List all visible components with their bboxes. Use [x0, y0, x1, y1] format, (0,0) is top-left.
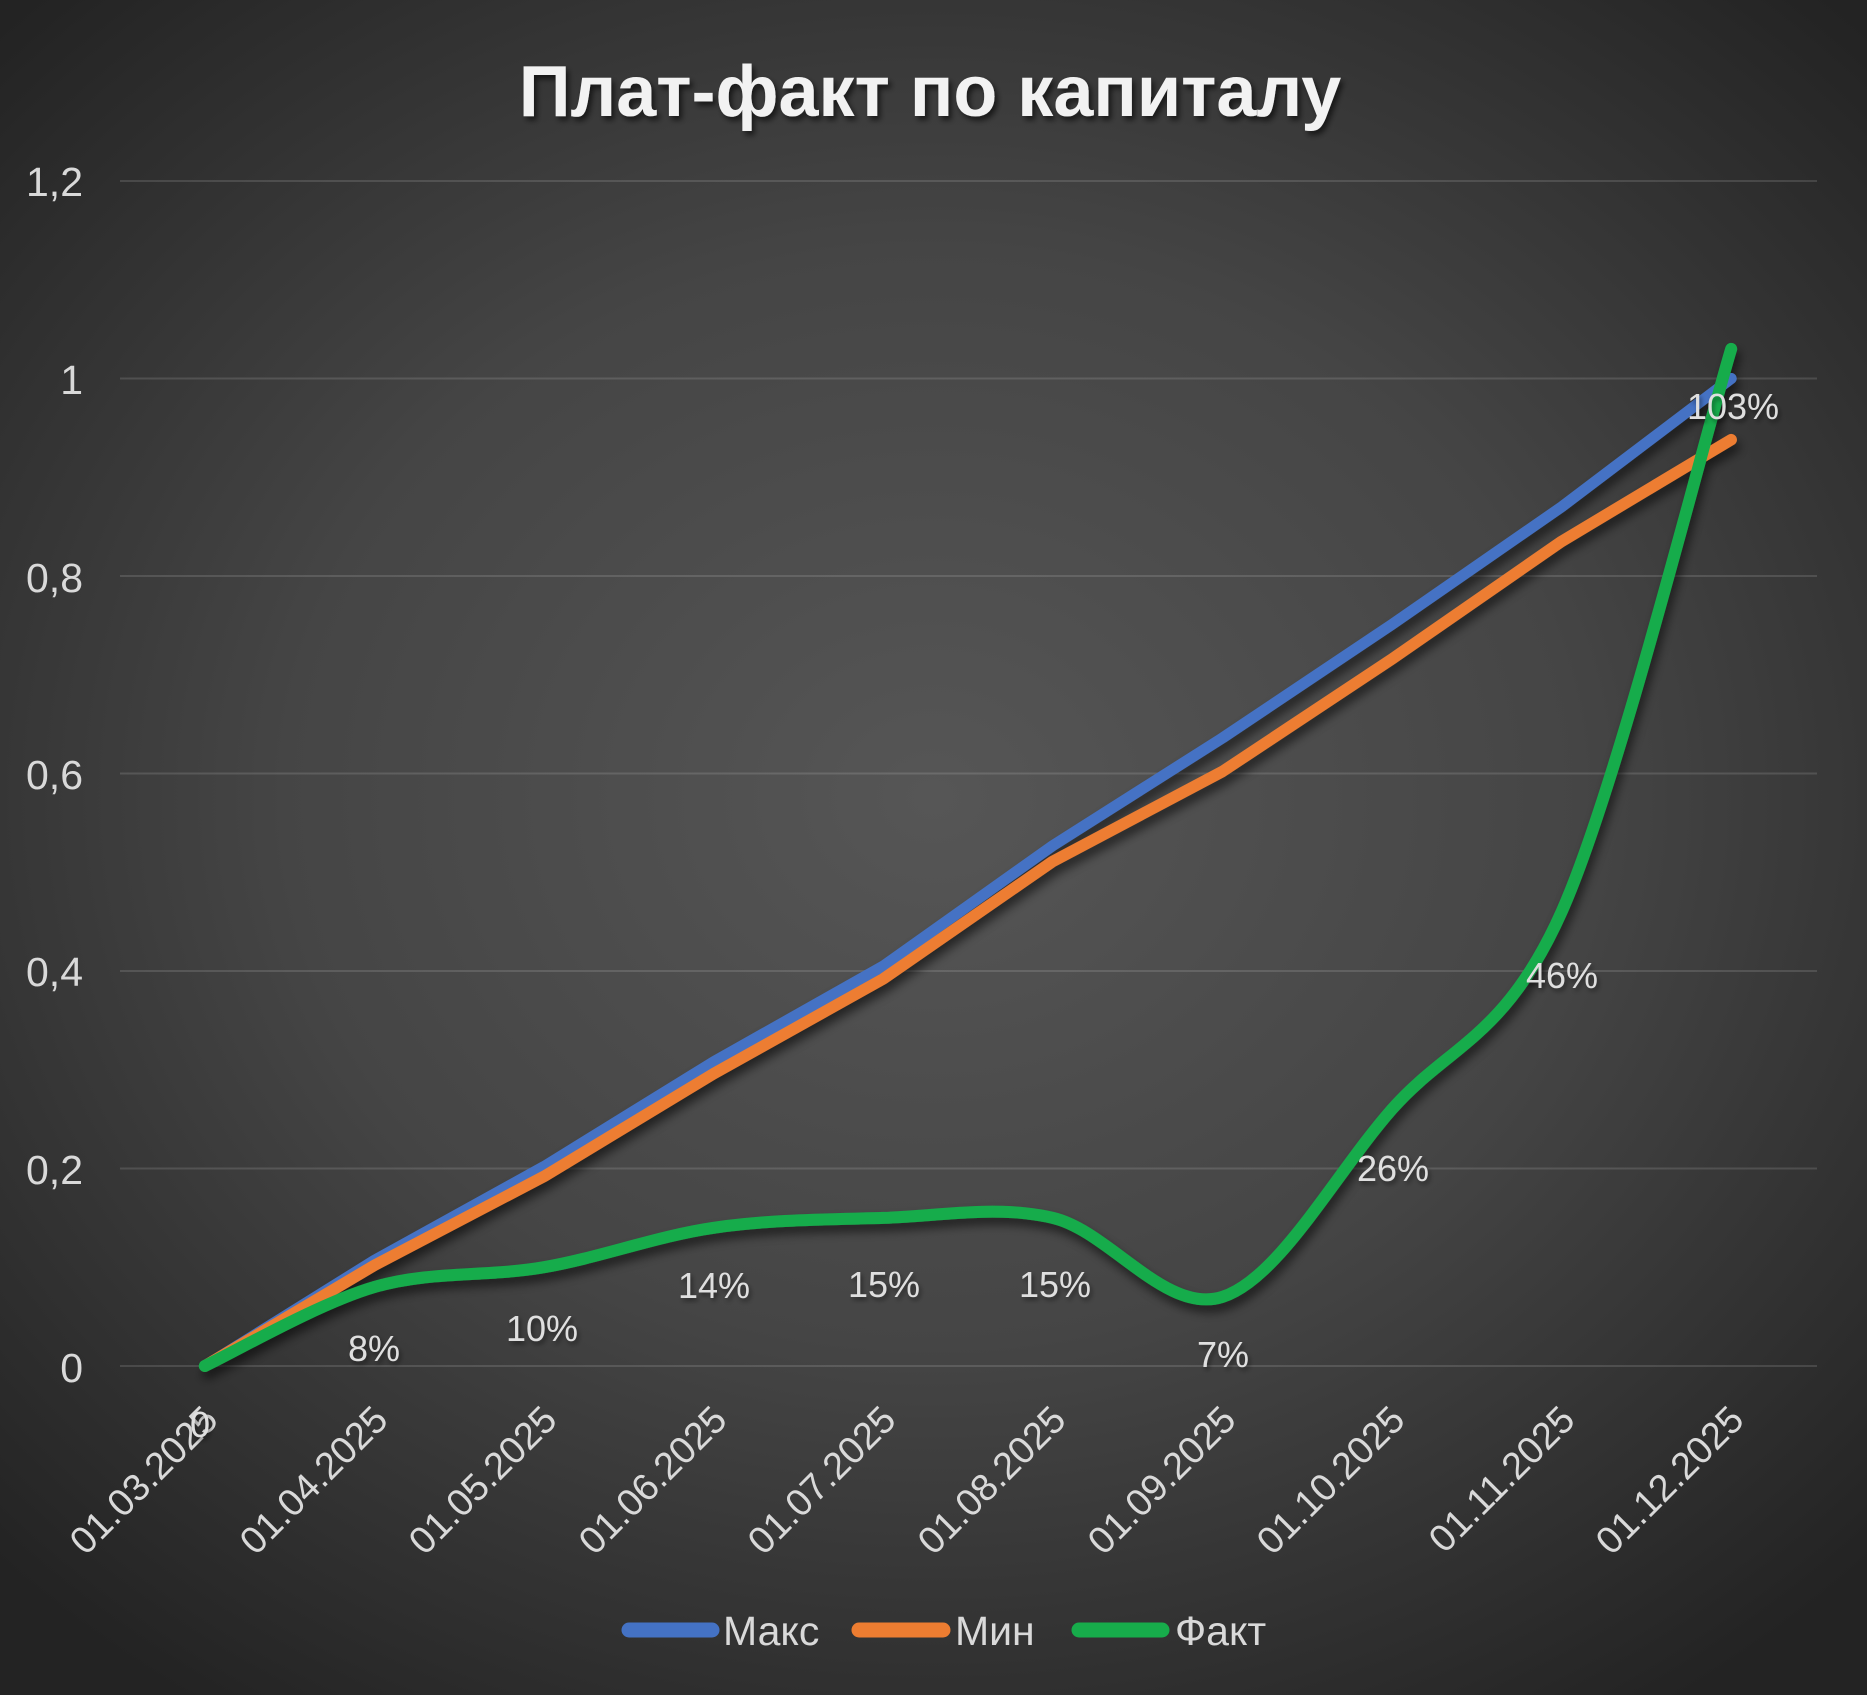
- svg-text:0,2: 0,2: [26, 1147, 83, 1193]
- svg-text:1: 1: [60, 357, 83, 403]
- svg-text:01.10.2025: 01.10.2025: [1249, 1399, 1413, 1563]
- svg-text:01.12.2025: 01.12.2025: [1588, 1399, 1752, 1563]
- svg-text:Макс: Макс: [723, 1608, 819, 1654]
- svg-text:Плат-факт по капиталу: Плат-факт по капиталу: [519, 52, 1342, 132]
- svg-text:01.09.2025: 01.09.2025: [1080, 1399, 1244, 1563]
- svg-text:Факт: Факт: [1175, 1608, 1266, 1654]
- svg-text:10%: 10%: [506, 1308, 578, 1349]
- svg-text:15%: 15%: [1019, 1264, 1091, 1305]
- svg-text:103%: 103%: [1687, 386, 1779, 427]
- svg-text:0: 0: [60, 1345, 83, 1391]
- svg-text:7%: 7%: [1197, 1334, 1249, 1375]
- svg-text:01.07.2025: 01.07.2025: [740, 1399, 904, 1563]
- svg-text:0: 0: [190, 1404, 210, 1445]
- svg-text:1,2: 1,2: [26, 159, 83, 205]
- svg-text:01.04.2025: 01.04.2025: [232, 1399, 396, 1563]
- svg-text:15%: 15%: [848, 1264, 920, 1305]
- svg-text:Мин: Мин: [955, 1608, 1035, 1654]
- svg-text:01.11.2025: 01.11.2025: [1421, 1399, 1583, 1561]
- svg-text:0,8: 0,8: [26, 555, 83, 601]
- svg-text:0,4: 0,4: [26, 949, 83, 995]
- svg-text:01.06.2025: 01.06.2025: [571, 1399, 735, 1563]
- svg-text:46%: 46%: [1526, 955, 1598, 996]
- svg-text:14%: 14%: [678, 1265, 750, 1306]
- svg-text:0,6: 0,6: [26, 752, 83, 798]
- svg-text:26%: 26%: [1357, 1148, 1429, 1189]
- svg-text:8%: 8%: [348, 1328, 400, 1369]
- svg-text:01.08.2025: 01.08.2025: [910, 1399, 1074, 1563]
- svg-text:01.05.2025: 01.05.2025: [401, 1399, 565, 1563]
